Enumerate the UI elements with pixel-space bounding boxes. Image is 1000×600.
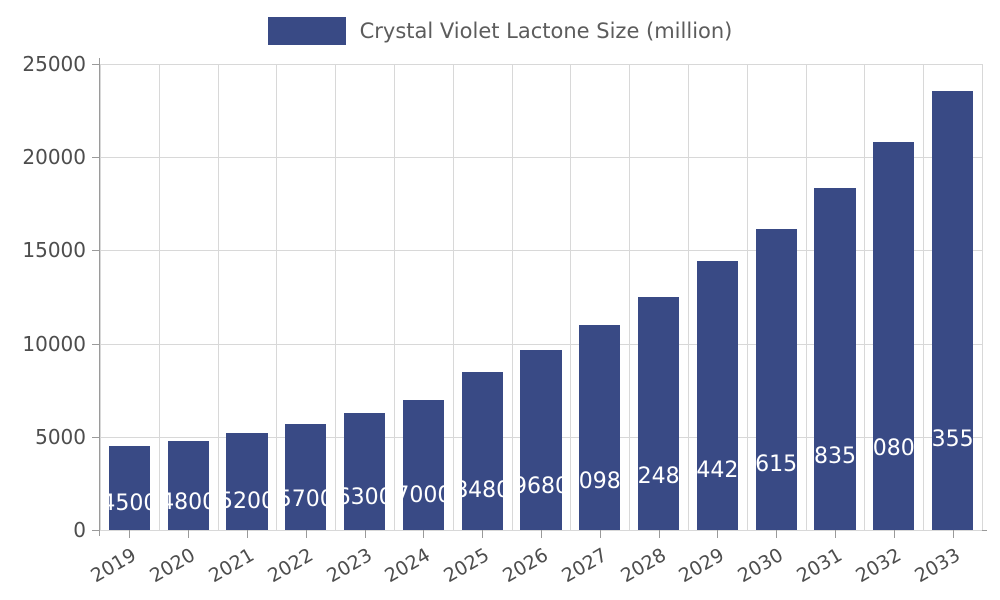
bar-value-label: 5700: [285, 486, 326, 512]
bar[interactable]: 20800: [873, 142, 915, 530]
bars-layer: 4500 4800 5200 5700 6300 7000 8480 9680 10980 124…: [100, 64, 982, 530]
y-axis-tick: [92, 64, 100, 65]
x-axis-tick: [188, 530, 189, 538]
gridline-horizontal: [100, 64, 982, 65]
bar-value-label: 16150: [755, 451, 797, 477]
gridline-vertical: [335, 64, 336, 530]
gridline-horizontal: [100, 250, 982, 252]
x-axis-tick-label: 2020: [146, 544, 200, 588]
y-axis-tick-label: 5000: [35, 424, 86, 449]
bar[interactable]: 16150: [755, 228, 797, 530]
bar-value-label: 12480: [638, 464, 680, 490]
y-axis-tick-label: 25000: [22, 52, 86, 76]
x-axis-tick-label: 2025: [440, 544, 494, 588]
x-axis-tick-label: 2022: [263, 544, 317, 588]
x-axis-tick-label: 2023: [322, 544, 376, 588]
y-axis-tick: [92, 530, 100, 531]
gridline-vertical: [806, 64, 807, 530]
x-axis-tick-label: 2026: [499, 544, 552, 588]
x-axis-tick: [894, 530, 895, 538]
gridline-vertical: [512, 64, 513, 530]
x-axis-tick: [247, 530, 248, 538]
bar-value-label: 5200: [226, 488, 267, 514]
gridline-vertical: [453, 64, 454, 530]
bar[interactable]: 5200: [226, 433, 268, 530]
bar-value-label: 4500: [109, 490, 150, 516]
x-axis-tick: [835, 530, 836, 538]
x-axis-tick: [776, 530, 777, 538]
bar[interactable]: 23550: [932, 91, 974, 530]
gridline-vertical: [570, 64, 571, 530]
gridline-vertical: [629, 64, 630, 530]
gridline-vertical: [276, 64, 277, 530]
gridline-vertical: [747, 64, 748, 530]
bar[interactable]: 4500: [108, 446, 150, 530]
bar-value-label: 8480: [462, 477, 503, 503]
x-axis-tick-label: 2032: [851, 544, 905, 588]
plot-area: 4500 4800 5200 5700 6300 7000 8480 9680 10980 124…: [100, 64, 983, 531]
x-axis-tick-label: 2031: [793, 544, 846, 588]
bar[interactable]: 6300: [344, 412, 386, 530]
y-axis-tick: [92, 343, 100, 345]
bar[interactable]: 18350: [814, 187, 856, 530]
y-axis-tick-label: 10000: [22, 331, 86, 356]
x-axis-tick: [600, 530, 601, 538]
x-axis-tick: [541, 530, 542, 538]
x-axis-tick: [659, 530, 660, 538]
x-axis-tick: [423, 530, 424, 538]
gridline-vertical: [159, 64, 160, 530]
bar[interactable]: 8480: [461, 371, 503, 530]
bar-value-label: 4800: [168, 489, 209, 515]
y-axis-tick-label: 20000: [22, 145, 86, 170]
x-axis-tick-label: 2027: [557, 544, 611, 588]
chart-legend: Crystal Violet Lactone Size (million): [0, 14, 1000, 48]
bar-value-label: 18350: [814, 444, 856, 470]
x-axis-tick-label: 2019: [87, 544, 141, 588]
y-axis-tick-label: 0: [73, 518, 86, 542]
gridline-vertical: [394, 64, 395, 530]
y-axis-tick: [92, 436, 100, 438]
x-axis-tick-label: 2029: [675, 544, 729, 588]
bar-value-label: 20800: [873, 436, 915, 462]
x-axis-tick: [953, 530, 954, 538]
bar[interactable]: 4800: [167, 440, 209, 530]
bar[interactable]: 5700: [285, 423, 327, 530]
bar[interactable]: 14420: [696, 261, 738, 530]
bar-value-label: 6300: [344, 484, 385, 510]
x-axis-tick: [717, 530, 718, 538]
y-axis-tick-label: 15000: [22, 238, 86, 263]
bar-value-label: 10980: [579, 469, 621, 495]
bar[interactable]: 10980: [579, 325, 621, 530]
bar-value-label: 23550: [932, 427, 974, 452]
gridline-vertical: [982, 64, 983, 530]
x-axis-tick-label: 2024: [381, 544, 435, 588]
bar[interactable]: 9680: [520, 349, 562, 530]
legend-label: Crystal Violet Lactone Size (million): [359, 19, 733, 43]
x-axis-tick: [306, 530, 307, 538]
y-axis-tick: [92, 157, 100, 159]
x-axis-tick: [365, 530, 366, 538]
legend-color-swatch: [267, 17, 346, 45]
x-axis-tick: [482, 530, 483, 538]
gridline-horizontal: [100, 343, 982, 345]
x-axis-tick-label: 2021: [205, 544, 258, 588]
x-axis-tick-label: 2030: [734, 544, 788, 588]
y-axis-tick: [92, 250, 100, 252]
x-axis-tick-label: 2033: [910, 544, 964, 588]
bar-value-label: 7000: [403, 482, 444, 508]
gridline-vertical: [688, 64, 689, 530]
x-axis-tick: [129, 530, 130, 538]
bar[interactable]: 7000: [402, 399, 444, 530]
gridline-vertical: [864, 64, 865, 530]
gridline-vertical: [100, 64, 101, 530]
y-axis-line: [99, 58, 100, 536]
gridline-vertical: [923, 64, 924, 530]
bar-value-label: 14420: [696, 457, 738, 483]
gridline-horizontal: [100, 157, 982, 159]
bar[interactable]: 12480: [638, 297, 680, 530]
bar-value-label: 9680: [520, 473, 561, 499]
x-axis-tick-label: 2028: [616, 544, 670, 588]
gridline-vertical: [218, 64, 219, 530]
